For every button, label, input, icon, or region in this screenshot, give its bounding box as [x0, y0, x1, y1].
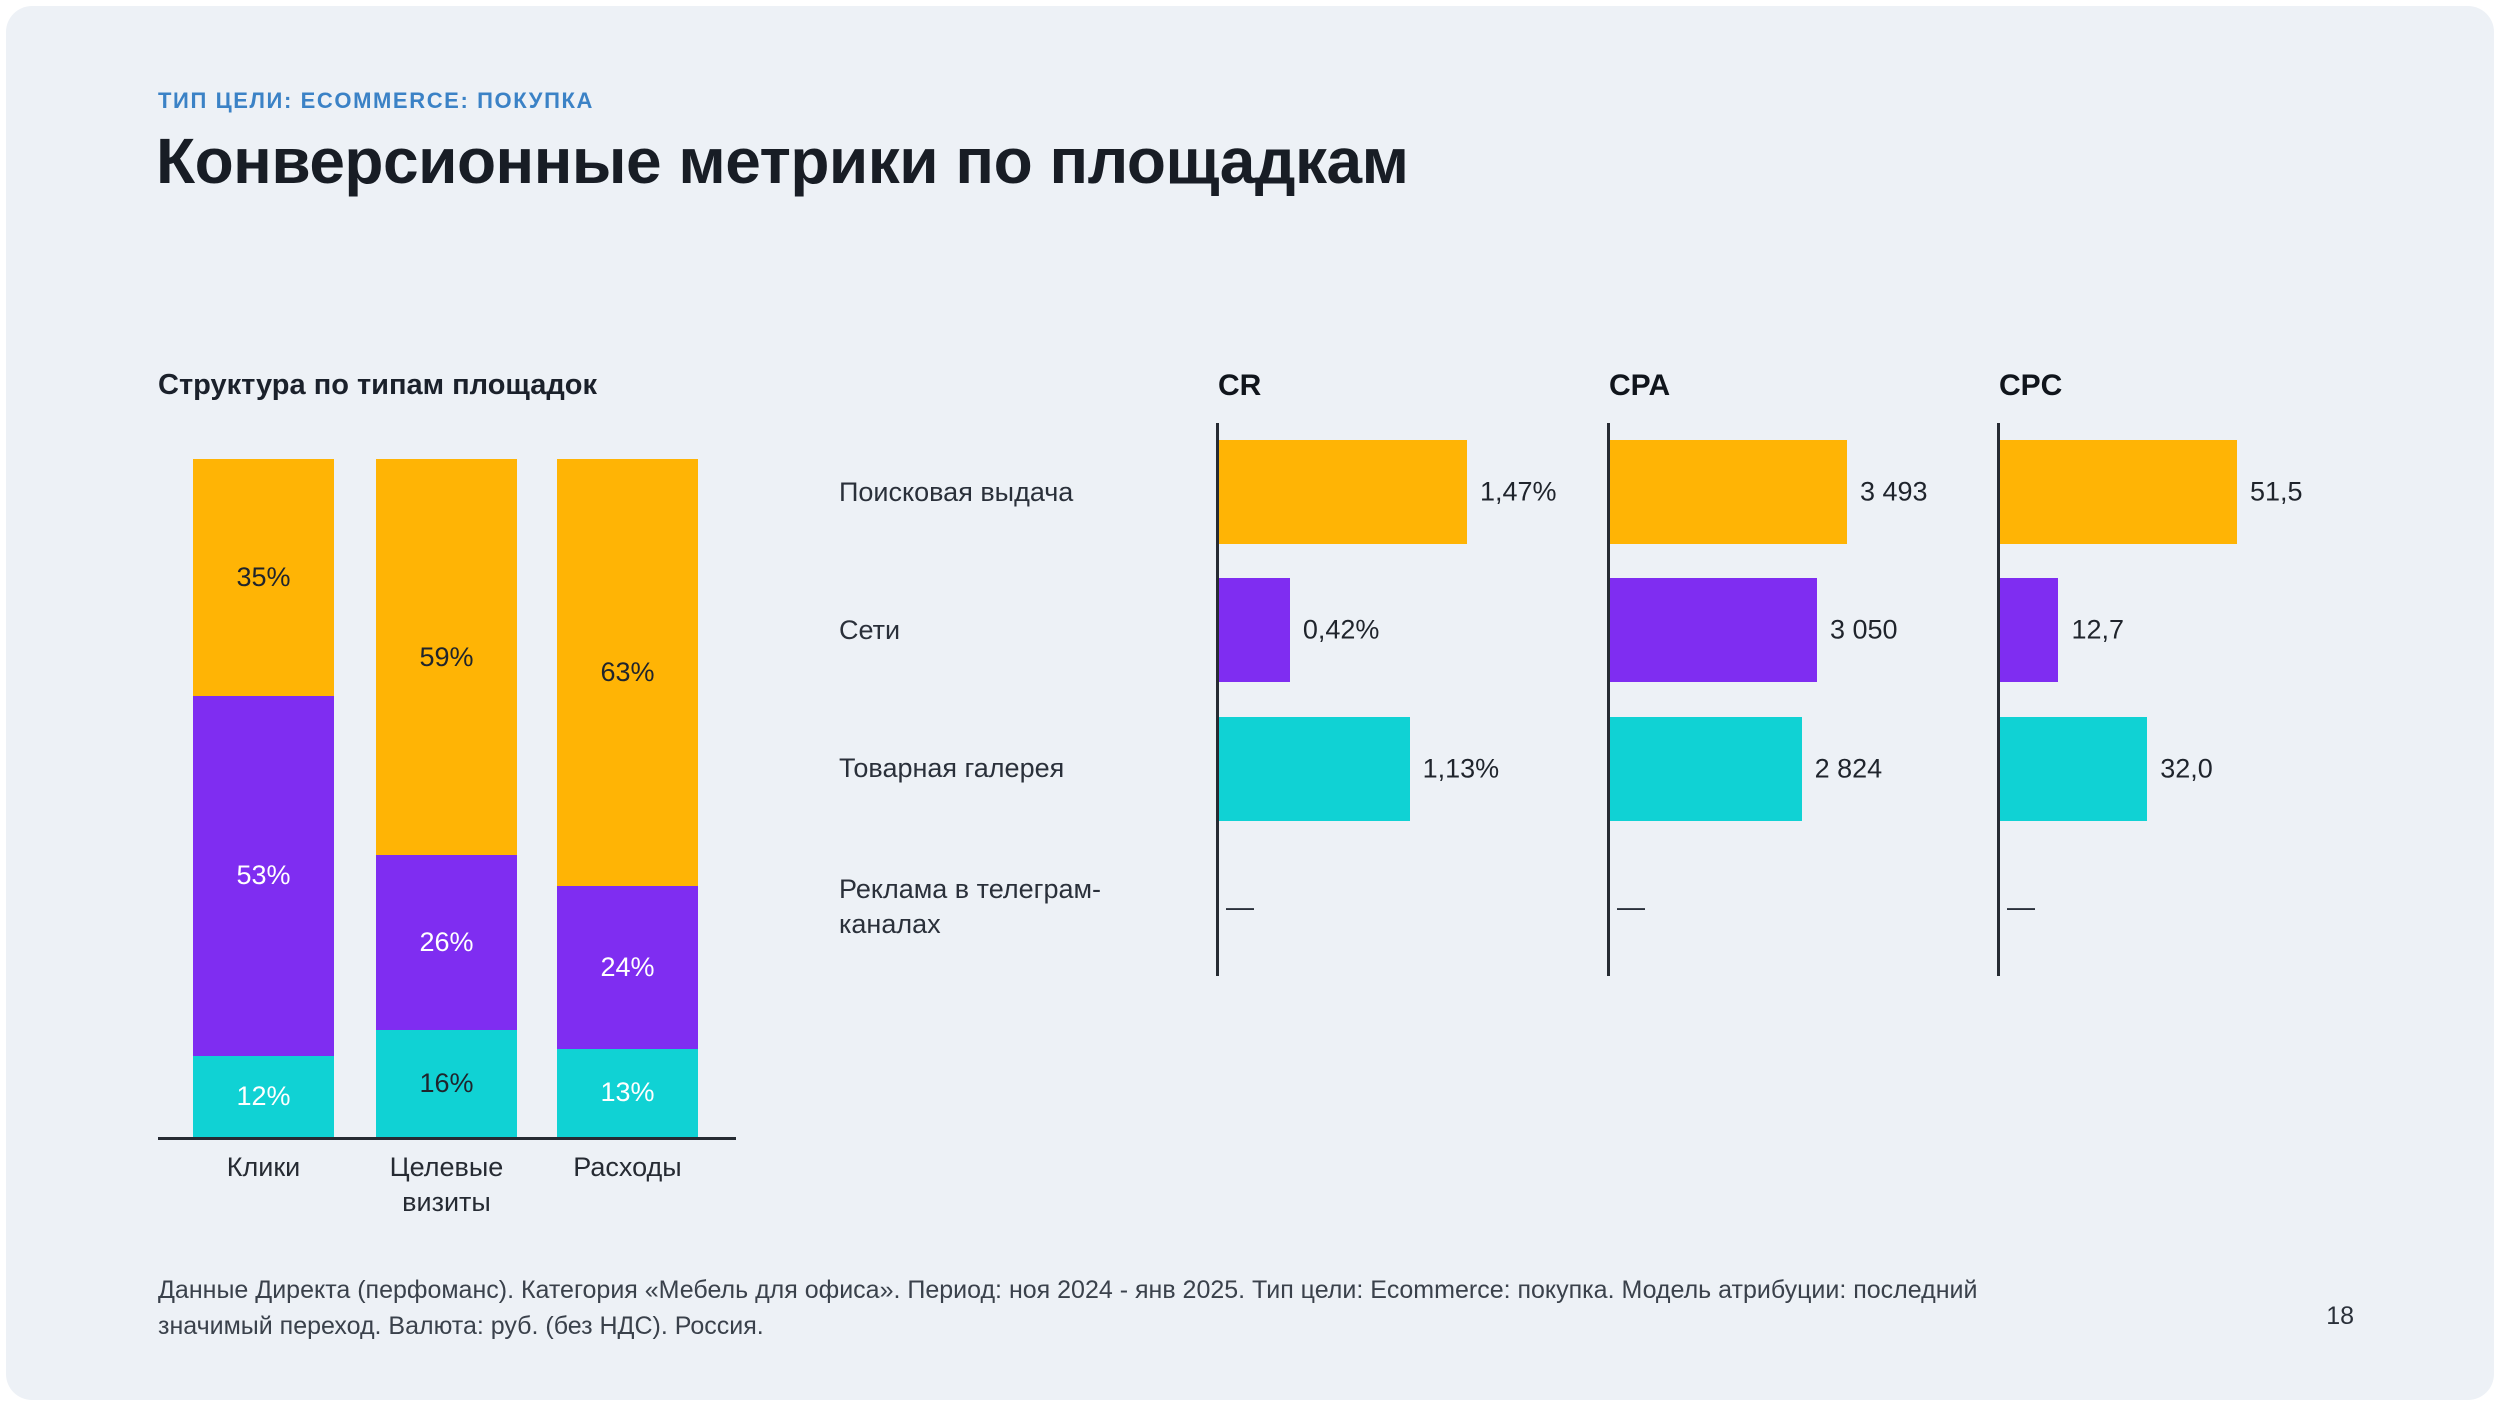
metric-chart-cr: CR 1,47% 0,42% 1,13% — [1216, 369, 1616, 976]
metric-row: 3 050 [1607, 561, 2007, 699]
bar-purple [1610, 578, 1817, 683]
metric-row: — [1607, 838, 2007, 976]
bar-orange [1610, 440, 1847, 544]
category-label: Целевые визиты [389, 1152, 504, 1218]
metric-chart-title: CR [1218, 369, 1262, 402]
segment-orange: 35% [193, 459, 334, 697]
bar-value-label: 1,13% [1422, 753, 1500, 784]
bar-orange [1219, 440, 1467, 544]
metric-row: 51,5 [1997, 423, 2397, 561]
category-label: Расходы [573, 1152, 682, 1182]
no-data-dash: — [2007, 890, 2035, 922]
segment-cyan: 16% [376, 1029, 517, 1137]
segment-value-label: 12% [236, 1080, 291, 1111]
stacked-chart-categories: Клики Целевые визиты Расходы [158, 1150, 736, 1250]
segment-value-label: 26% [419, 926, 474, 957]
platform-row-labels: Поисковая выдача Сети Товарная галерея Рекл… [839, 423, 1209, 976]
structure-chart-title: Структура по типам площадок [158, 369, 598, 401]
bar-value-label: 3 050 [1829, 614, 1898, 645]
platform-label: Сети [839, 561, 1209, 699]
segment-purple: 53% [193, 696, 334, 1056]
bar-orange [2000, 440, 2237, 544]
bar-value-label: 1,47% [1480, 476, 1557, 507]
bar-value-label: 0,42% [1302, 614, 1380, 645]
platform-label-text: Сети [839, 614, 901, 645]
platform-label: Товарная галерея [839, 700, 1209, 838]
bar-cyan [2000, 716, 2148, 821]
metric-row: — [1997, 838, 2397, 976]
page-title: Конверсионные метрики по площадкам [156, 125, 1409, 197]
bar-value-label: 2 824 [1814, 753, 1883, 784]
y-axis-line [1607, 423, 1610, 976]
metric-row: 3 493 [1607, 423, 2007, 561]
metric-row: 2 824 [1607, 700, 2007, 838]
page-number: 18 [2326, 1302, 2354, 1330]
segment-value-label: 59% [419, 641, 474, 672]
bar-cyan [1219, 716, 1410, 821]
metric-chart-cpa: CPA 3 493 3 050 2 824 — [1607, 369, 2007, 976]
y-axis-line [1216, 423, 1219, 976]
segment-value-label: 53% [236, 860, 291, 891]
stacked-bar-2: 16% 26% 59% [376, 459, 517, 1137]
bar-purple [2000, 578, 2059, 683]
segment-value-label: 63% [600, 657, 655, 688]
metric-row: — [1216, 838, 1616, 976]
metric-chart-title: CPC [1999, 369, 2063, 402]
metric-row: 1,47% [1216, 423, 1616, 561]
segment-value-label: 13% [600, 1077, 655, 1108]
footnote: Данные Директа (перфоманс). Категория «М… [158, 1276, 1978, 1341]
segment-purple: 24% [557, 886, 698, 1049]
y-axis-line [1997, 423, 2000, 976]
goal-type-eyebrow: ТИП ЦЕЛИ: ECOMMERCE: ПОКУПКА [158, 88, 595, 113]
bar-value-label: 12,7 [2071, 614, 2124, 645]
segment-cyan: 12% [193, 1055, 334, 1137]
no-data-dash: — [1617, 890, 1645, 922]
slide: ТИП ЦЕЛИ: ECOMMERCE: ПОКУПКА Конверсионн… [6, 6, 2494, 1400]
stacked-chart-baseline [158, 1137, 736, 1140]
segment-value-label: 16% [419, 1067, 474, 1098]
metric-row: 32,0 [1997, 700, 2397, 838]
bar-purple [1219, 578, 1290, 683]
bar-value-label: 51,5 [2250, 476, 2303, 507]
segment-orange: 59% [376, 459, 517, 856]
stacked-bar-3: 13% 24% 63% [557, 459, 698, 1137]
stacked-bars-area: 12% 53% 35% 16% 26% 59% 13% 24% 63% [158, 459, 736, 1137]
metric-row: 12,7 [1997, 561, 2397, 699]
bar-cyan [1610, 716, 1802, 821]
segment-value-label: 35% [236, 562, 291, 593]
platform-label-text: Реклама в телеграм-каналах [839, 873, 1102, 939]
bar-value-label: 32,0 [2160, 753, 2213, 784]
platform-label: Поисковая выдача [839, 423, 1209, 561]
metric-chart-cpc: CPC 51,5 12,7 32,0 — [1997, 369, 2397, 976]
stacked-bar-1: 12% 53% 35% [193, 459, 334, 1137]
metric-row: 0,42% [1216, 561, 1616, 699]
segment-purple: 26% [376, 855, 517, 1030]
category-label: Клики [226, 1152, 301, 1182]
bar-value-label: 3 493 [1860, 476, 1928, 507]
platform-label-text: Товарная галерея [839, 753, 1065, 784]
segment-cyan: 13% [557, 1048, 698, 1137]
metric-row: 1,13% [1216, 700, 1616, 838]
platform-label-text: Поисковая выдача [839, 476, 1074, 507]
platform-label: Реклама в телеграм-каналах [839, 838, 1209, 976]
no-data-dash: — [1226, 890, 1254, 922]
metric-chart-title: CPA [1609, 369, 1671, 402]
segment-orange: 63% [557, 459, 698, 887]
segment-value-label: 24% [600, 952, 655, 983]
